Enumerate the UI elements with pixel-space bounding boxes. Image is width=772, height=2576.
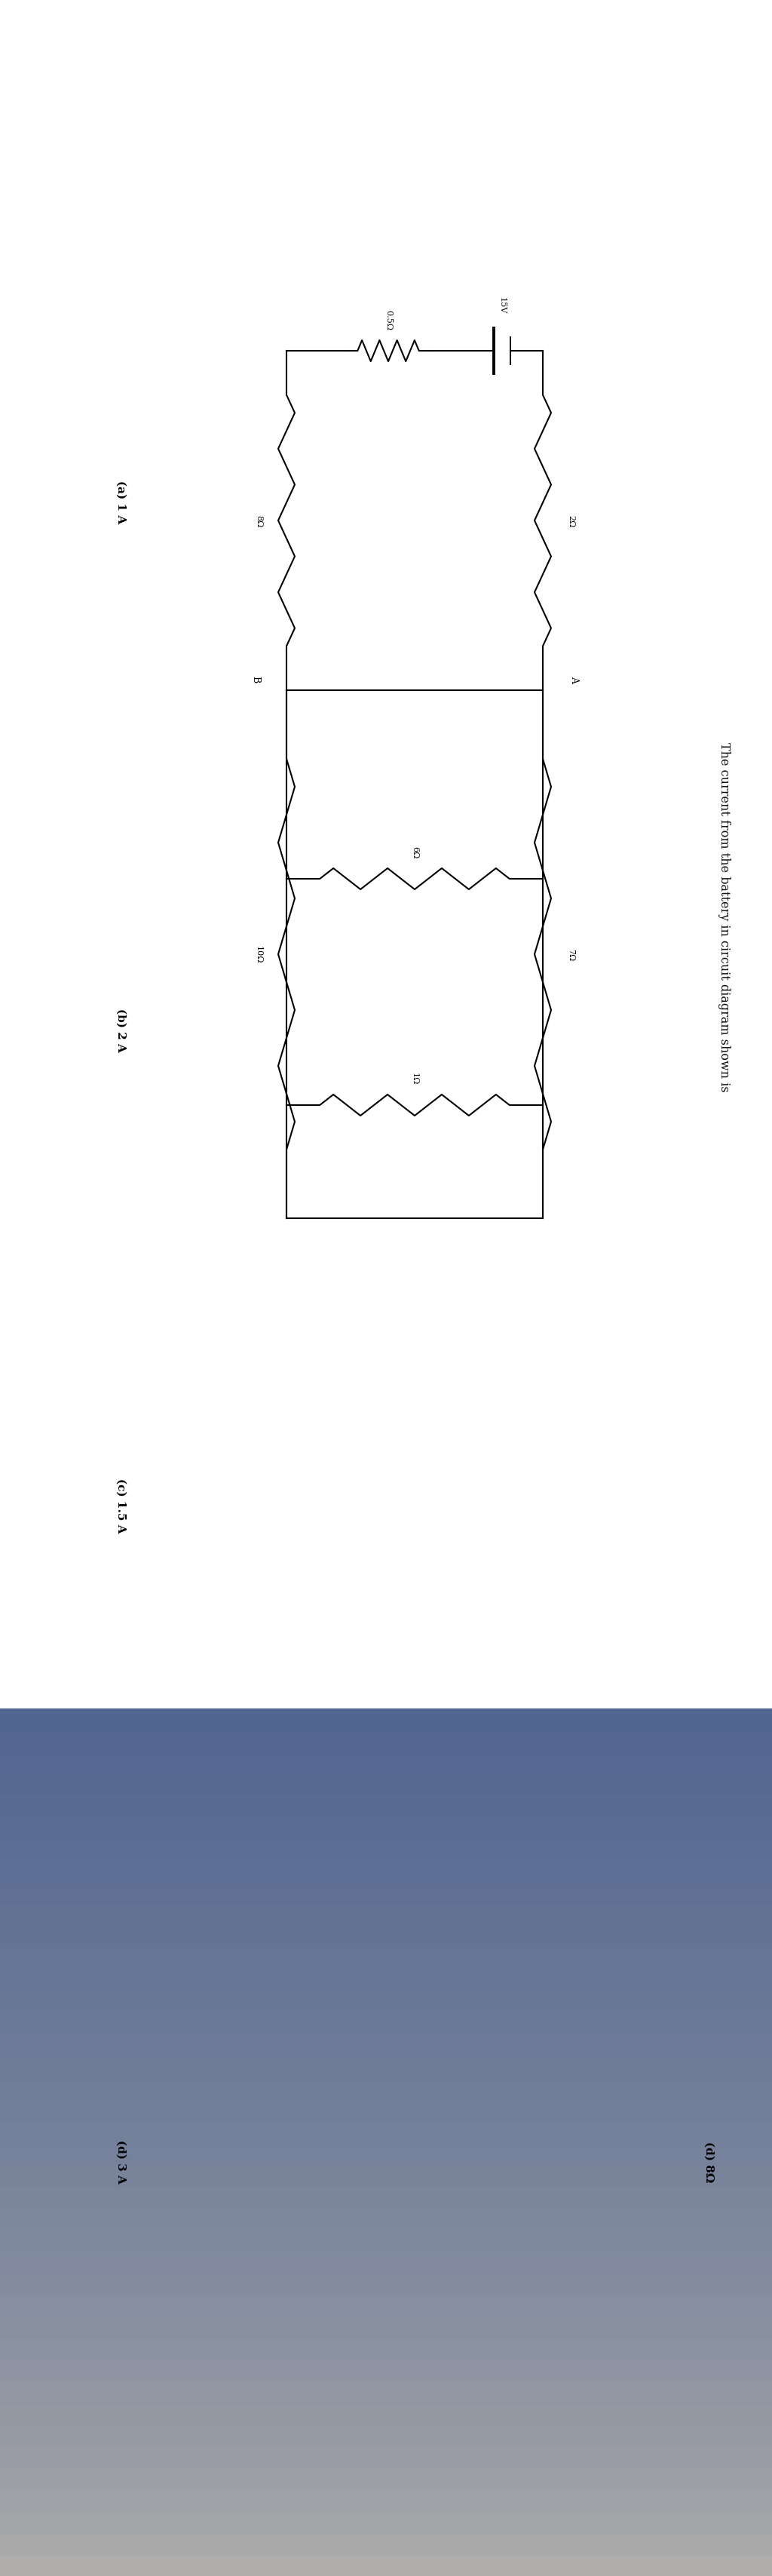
Text: 8Ω: 8Ω [255,515,262,528]
Bar [0,2012,772,2035]
Bar [0,2512,772,2532]
Bar [0,1947,772,1968]
Bar [0,2208,772,2228]
Bar [0,1839,772,1860]
Text: 1Ω: 1Ω [411,1072,418,1084]
Text: 0.5Ω: 0.5Ω [384,309,392,330]
Bar [0,2316,772,2336]
Bar [0,1752,772,1775]
Bar [0,1731,772,1752]
Bar [0,2360,772,2380]
Bar [0,2424,772,2447]
Text: B: B [250,675,260,683]
Bar [0,1708,772,1731]
Bar [0,1860,772,1883]
Text: (c) 1.5 A: (c) 1.5 A [115,1479,126,1533]
Bar [0,2488,772,2512]
Bar [0,2228,772,2251]
Bar [0,1816,772,1839]
Bar [0,1775,772,1795]
Bar [0,1927,772,1947]
Bar [0,1795,772,1816]
Text: The current from the battery in circuit diagram shown is: The current from the battery in circuit … [717,742,730,1092]
Bar [0,1968,772,1991]
Text: (a) 1 A: (a) 1 A [115,482,126,523]
Bar [0,2555,772,2576]
Bar [0,2336,772,2360]
Text: 15V: 15V [499,296,506,314]
Bar [0,2447,772,2468]
Bar [0,2272,772,2295]
Bar [0,2035,772,2056]
Bar [0,2295,772,2316]
Text: 6Ω: 6Ω [411,845,418,858]
Bar [0,2403,772,2424]
Bar [0,2143,772,2164]
Bar [0,2251,772,2272]
Bar [0,2380,772,2403]
Bar [0,2076,772,2099]
Text: 2Ω: 2Ω [567,515,574,528]
Text: A: A [569,675,579,683]
Bar [0,1991,772,2012]
Bar [0,1904,772,1927]
Text: 7Ω: 7Ω [567,948,574,961]
Bar [0,2468,772,2488]
Bar [0,2099,772,2120]
Text: (b) 2 A: (b) 2 A [115,1007,126,1051]
Bar [0,2120,772,2143]
Bar [0,1883,772,1904]
Bar [0,2164,772,2187]
Text: (d) 3 A: (d) 3 A [115,2141,126,2182]
Text: (d) 8Ω: (d) 8Ω [703,2141,714,2182]
Bar [0,2532,772,2555]
Text: 10Ω: 10Ω [255,945,262,963]
Bar [0,2187,772,2208]
Bar [0,2056,772,2076]
